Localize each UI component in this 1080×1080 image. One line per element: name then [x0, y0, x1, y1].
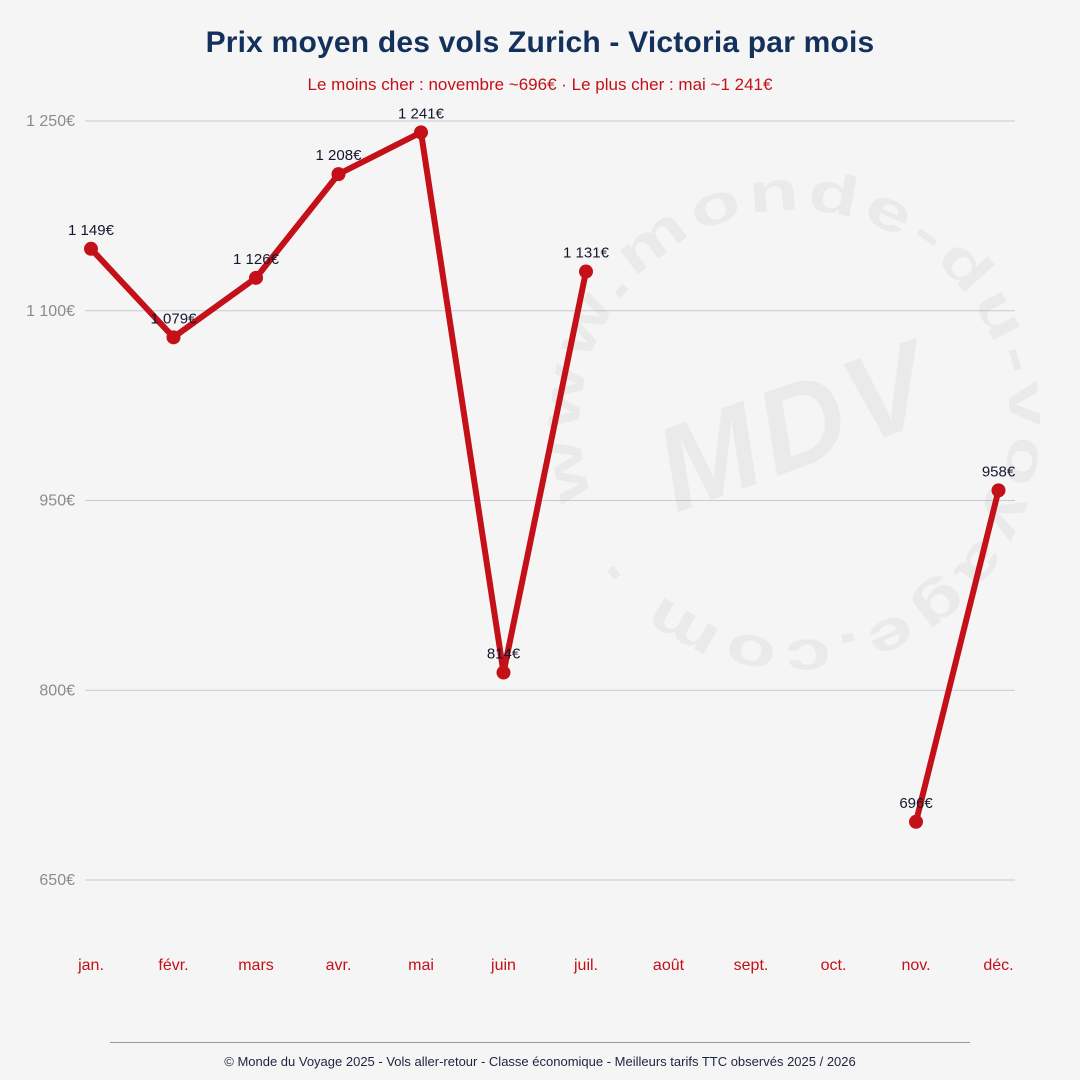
- chart-subtitle: Le moins cher : novembre ~696€ · Le plus…: [307, 75, 773, 94]
- data-point: [496, 665, 511, 680]
- data-point-label: 696€: [899, 795, 933, 812]
- x-axis-month-label: mai: [408, 957, 434, 974]
- x-axis-month-label: mars: [238, 957, 274, 974]
- y-axis-tick-label: 1 100€: [26, 303, 75, 320]
- x-axis-month-label: août: [653, 957, 685, 974]
- line-segment: [335, 129, 424, 178]
- x-axis-month-label: oct.: [821, 957, 847, 974]
- line-segment: [913, 487, 1002, 825]
- data-point-label: 1 131€: [563, 245, 610, 262]
- data-point-label: 958€: [982, 463, 1016, 480]
- line-chart: 1 250€ 1 100€ 950€ 800€ 650€ jan. févr. mars avr…: [26, 95, 1080, 974]
- line-segment: [170, 274, 259, 341]
- watermark: www.monde-du-voyage.com · MDV: [452, 95, 1080, 768]
- x-axis-month-label: févr.: [158, 957, 188, 974]
- line-segment: [88, 245, 177, 341]
- watermark-center-text: MDV: [639, 313, 955, 537]
- line-segment: [500, 268, 589, 676]
- line-segment: [418, 129, 507, 676]
- x-axis-month-label: sept.: [734, 957, 769, 974]
- line-segment: [253, 171, 342, 281]
- x-axis-month-label: jan.: [77, 957, 104, 974]
- data-point-label: 1 149€: [68, 222, 115, 239]
- chart-grid: 1 250€ 1 100€ 950€ 800€ 650€ jan. févr. mars avr…: [26, 113, 1015, 974]
- data-point-label: 1 126€: [233, 251, 280, 268]
- footer: © Monde du Voyage 2025 - Vols aller-reto…: [110, 1042, 970, 1080]
- chart-series: 1 149€ 1 079€ 1 126€ 1 208€ 1 241€ 814€ 1 131€…: [68, 105, 1016, 829]
- y-axis-tick-label: 650€: [39, 872, 75, 889]
- footer-text: © Monde du Voyage 2025 - Vols aller-reto…: [224, 1054, 856, 1069]
- x-axis-month-label: nov.: [901, 957, 930, 974]
- x-axis-month-label: déc.: [983, 957, 1013, 974]
- y-axis-tick-label: 800€: [39, 682, 75, 699]
- data-point-label: 1 208€: [316, 147, 363, 164]
- data-point-label: 1 079€: [151, 310, 198, 327]
- y-axis-tick-label: 950€: [39, 493, 75, 510]
- data-point: [414, 125, 428, 140]
- data-point-label: 1 241€: [398, 105, 445, 122]
- y-axis-tick-label: 1 250€: [26, 113, 75, 130]
- data-point: [579, 264, 593, 279]
- data-point: [84, 241, 98, 256]
- page-title: Prix moyen des vols Zurich - Victoria pa…: [205, 26, 875, 59]
- data-point: [991, 483, 1006, 498]
- x-axis-month-label: juil.: [573, 957, 598, 974]
- data-point: [166, 330, 181, 345]
- data-point: [249, 270, 263, 285]
- x-axis-month-label: juin: [490, 957, 516, 974]
- x-axis-month-label: avr.: [326, 957, 352, 974]
- data-point: [909, 814, 923, 829]
- data-point: [331, 167, 346, 182]
- data-point-label: 814€: [487, 646, 521, 663]
